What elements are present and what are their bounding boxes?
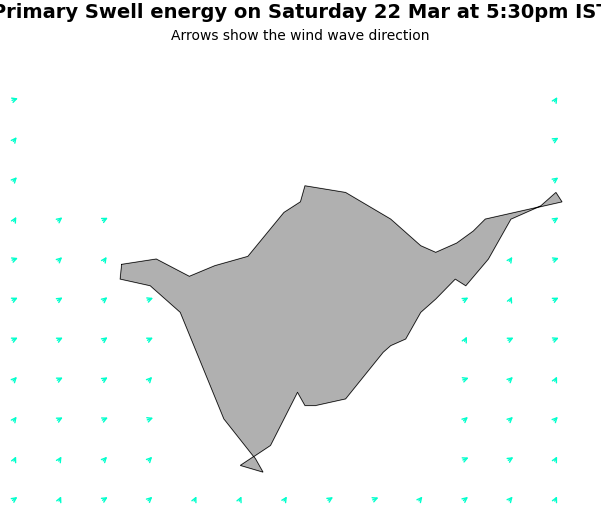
Text: Arrows show the wind wave direction: Arrows show the wind wave direction xyxy=(171,29,430,43)
Polygon shape xyxy=(120,186,562,472)
Text: Primary Swell energy on Saturday 22 Mar at 5:30pm IST: Primary Swell energy on Saturday 22 Mar … xyxy=(0,4,601,23)
